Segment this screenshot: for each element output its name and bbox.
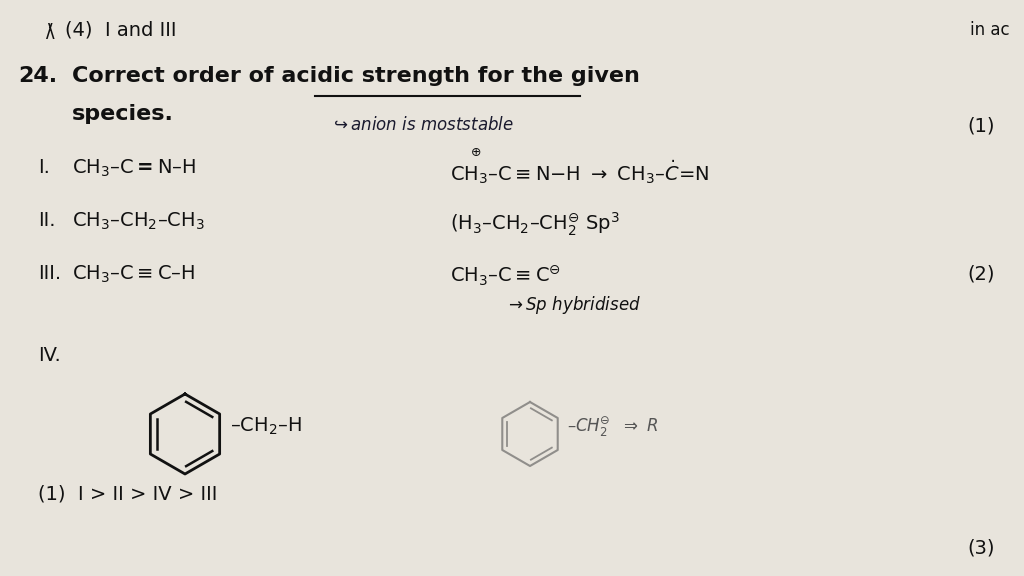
Text: CH$_3$–C$\mathbf{=}$N–H: CH$_3$–C$\mathbf{=}$N–H [72,158,196,179]
Text: 24.: 24. [18,66,57,86]
Text: CH$_3$–CH$_2$–CH$_3$: CH$_3$–CH$_2$–CH$_3$ [72,211,205,232]
Text: (4)  I and III: (4) I and III [65,21,176,40]
Text: $\oplus$: $\oplus$ [470,146,481,159]
Text: CH$_3$–C$\equiv$C–H: CH$_3$–C$\equiv$C–H [72,264,195,285]
Text: $\backslash\!\!\!/$: $\backslash\!\!\!/$ [45,21,56,41]
Text: IV.: IV. [38,346,60,365]
Text: (1): (1) [968,116,995,135]
Text: $\hookrightarrow$anion is moststable: $\hookrightarrow$anion is moststable [330,116,514,134]
Text: III.: III. [38,264,61,283]
Text: CH$_3$–C$\equiv$C$^{\ominus}$: CH$_3$–C$\equiv$C$^{\ominus}$ [450,264,561,288]
Text: –CH$_2$–H: –CH$_2$–H [230,415,302,437]
Text: Correct order of acidic strength for the given: Correct order of acidic strength for the… [72,66,640,86]
Text: –CH$_2^{\ominus}$  $\Rightarrow$ R: –CH$_2^{\ominus}$ $\Rightarrow$ R [567,416,658,440]
Text: in ac: in ac [971,21,1010,39]
Text: $\rightarrow$Sp hybridised: $\rightarrow$Sp hybridised [505,294,641,316]
Text: I.: I. [38,158,50,177]
Text: (1)  I > II > IV > III: (1) I > II > IV > III [38,484,217,503]
Text: II.: II. [38,211,55,230]
Text: species.: species. [72,104,174,124]
Text: (2): (2) [968,264,995,283]
Text: (H$_3$–CH$_2$–CH$_2^{\ominus}$ Sp$^3$: (H$_3$–CH$_2$–CH$_2^{\ominus}$ Sp$^3$ [450,211,621,238]
Text: (3): (3) [968,538,995,557]
Text: CH$_3$–C$\equiv$N$-$H $\rightarrow$ CH$_3$–$\dot{C}$=N: CH$_3$–C$\equiv$N$-$H $\rightarrow$ CH$_… [450,158,709,186]
